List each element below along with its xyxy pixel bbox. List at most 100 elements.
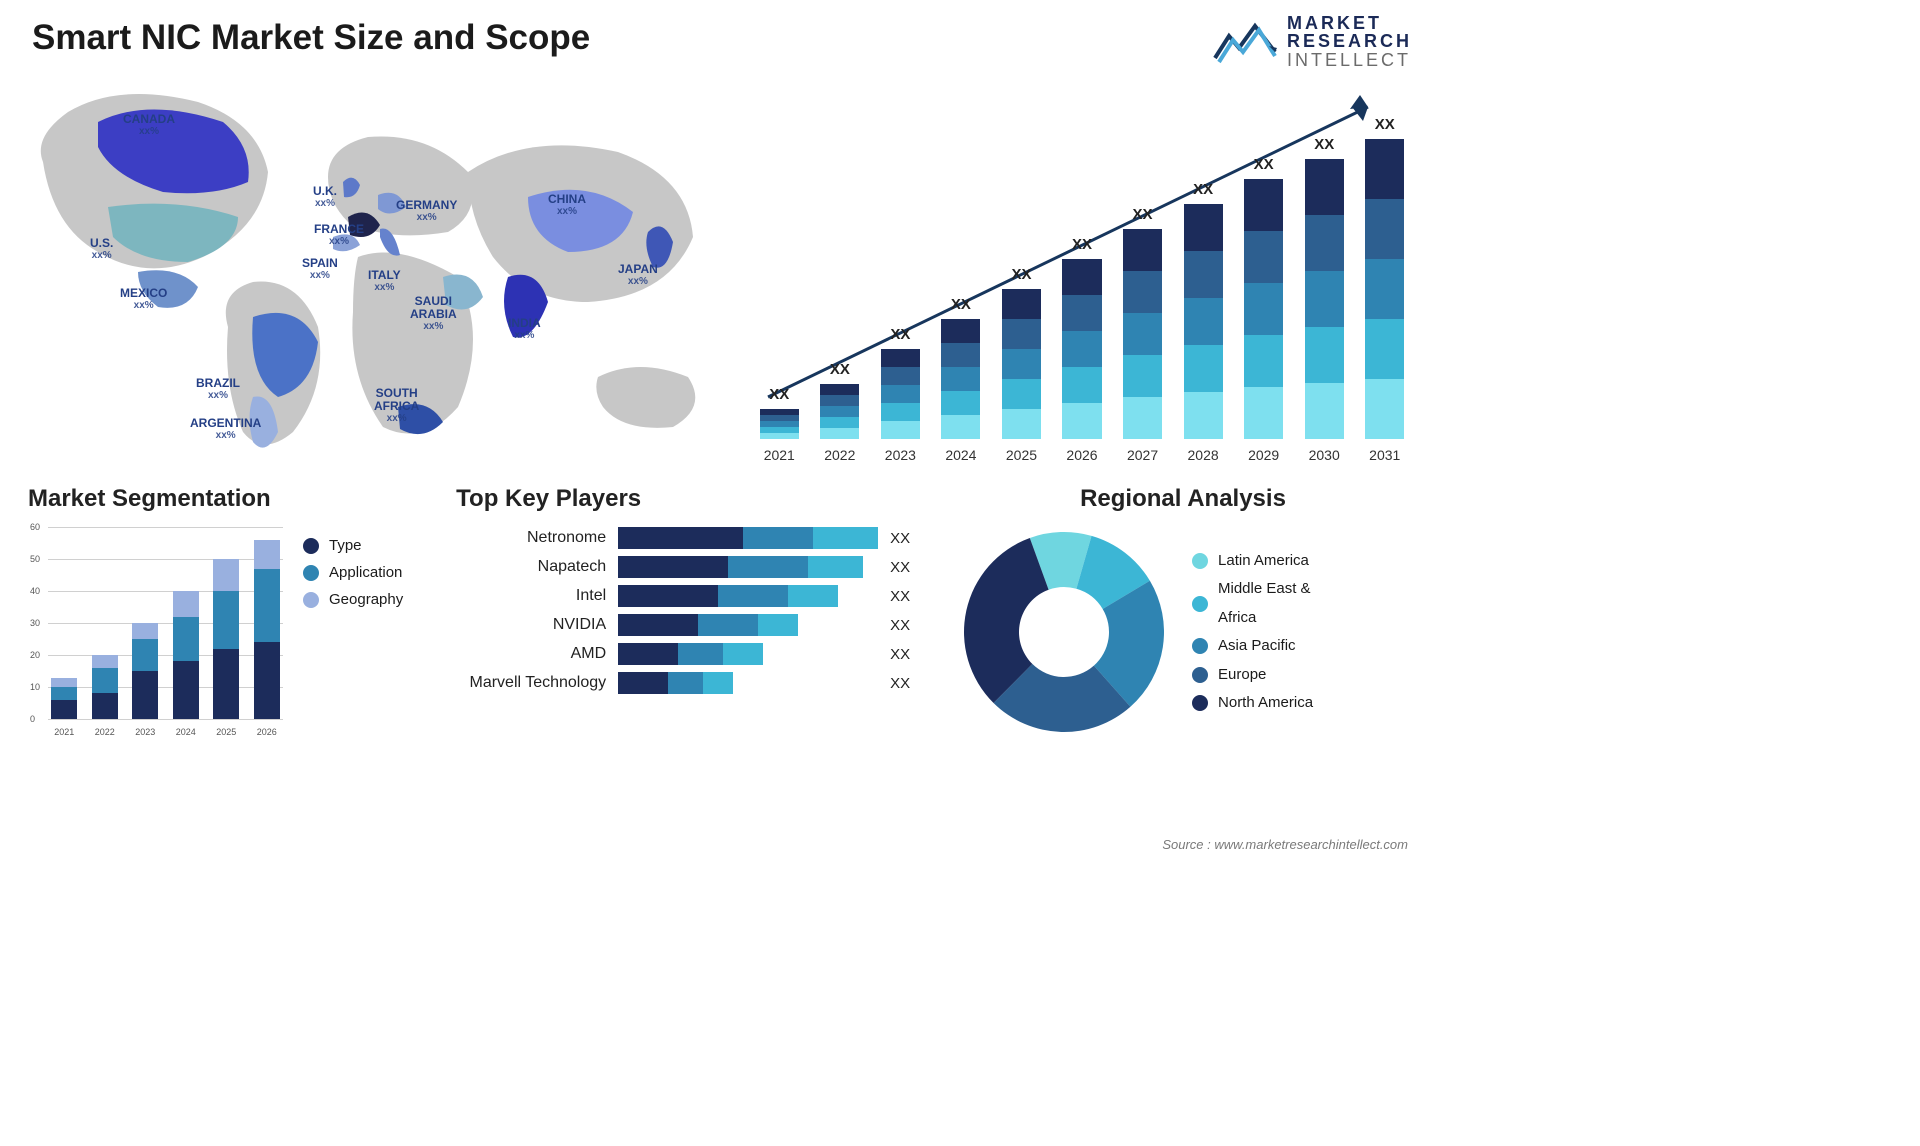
map-label-argentina: ARGENTINAxx%	[190, 417, 261, 441]
map-label-u-k-: U.K.xx%	[313, 185, 337, 209]
player-row: Napatech XX	[456, 556, 944, 578]
player-value: XX	[890, 588, 910, 605]
map-label-brazil: BRAZILxx%	[196, 377, 240, 401]
seg-ytick: 10	[30, 682, 40, 692]
seg-ytick: 0	[30, 714, 35, 724]
player-value: XX	[890, 530, 910, 547]
seg-year-label: 2021	[48, 727, 81, 737]
player-value: XX	[890, 675, 910, 692]
map-label-france: FRANCExx%	[314, 223, 364, 247]
forecast-year-label: 2024	[938, 447, 985, 463]
forecast-bar-value: XX	[1119, 206, 1166, 223]
seg-year-label: 2022	[89, 727, 122, 737]
player-name: AMD	[456, 645, 606, 663]
legend-swatch-icon	[303, 565, 319, 581]
legend-swatch-icon	[1192, 553, 1208, 569]
forecast-year-label: 2025	[998, 447, 1045, 463]
regional-legend-item: Latin America	[1192, 547, 1313, 576]
player-bar	[618, 614, 878, 636]
map-label-saudi-arabia: SAUDIARABIAxx%	[410, 295, 457, 332]
map-label-u-s-: U.S.xx%	[90, 237, 113, 261]
forecast-bar-value: XX	[817, 361, 864, 378]
player-name: Intel	[456, 587, 606, 605]
forecast-bar-value: XX	[1180, 181, 1227, 198]
forecast-year-label: 2022	[817, 447, 864, 463]
player-bar	[618, 643, 878, 665]
map-label-japan: JAPANxx%	[618, 263, 658, 287]
forecast-bar-value: XX	[938, 296, 985, 313]
forecast-bar-value: XX	[1301, 136, 1348, 153]
forecast-year-label: 2029	[1240, 447, 1287, 463]
map-label-canada: CANADAxx%	[123, 113, 175, 137]
logo-text-1: MARKET	[1287, 14, 1412, 32]
segmentation-title: Market Segmentation	[28, 485, 446, 513]
map-label-mexico: MEXICOxx%	[120, 287, 167, 311]
segmentation-legend: Type Application Geography	[303, 527, 403, 737]
map-label-germany: GERMANYxx%	[396, 199, 457, 223]
page-title: Smart NIC Market Size and Scope	[28, 6, 590, 58]
brand-logo: MARKET RESEARCH INTELLECT	[1213, 6, 1412, 69]
forecast-bar-value: XX	[998, 266, 1045, 283]
regional-legend-item: North America	[1192, 689, 1313, 718]
regional-legend-item: Asia Pacific	[1192, 632, 1313, 661]
player-row: AMD XX	[456, 643, 944, 665]
regional-panel: Regional Analysis Latin AmericaMiddle Ea…	[954, 485, 1412, 737]
segmentation-chart: 202120222023202420252026 0102030405060	[28, 527, 283, 737]
map-label-italy: ITALYxx%	[368, 269, 401, 293]
player-row: Intel XX	[456, 585, 944, 607]
forecast-year-label: 2021	[756, 447, 803, 463]
seg-ytick: 30	[30, 618, 40, 628]
map-label-south-africa: SOUTHAFRICAxx%	[374, 387, 419, 424]
legend-swatch-icon	[1192, 596, 1208, 612]
player-name: Marvell Technology	[456, 674, 606, 692]
main-forecast-chart: XXXXXXXXXXXXXXXXXXXXXX 20212022202320242…	[748, 77, 1408, 467]
player-value: XX	[890, 646, 910, 663]
seg-ytick: 40	[30, 586, 40, 596]
forecast-year-label: 2028	[1180, 447, 1227, 463]
player-bar	[618, 585, 878, 607]
forecast-year-label: 2023	[877, 447, 924, 463]
player-bar	[618, 527, 878, 549]
seg-ytick: 60	[30, 522, 40, 532]
seg-ytick: 20	[30, 650, 40, 660]
player-bar	[618, 672, 878, 694]
logo-mark-icon	[1213, 18, 1277, 66]
player-name: Netronome	[456, 529, 606, 547]
legend-swatch-icon	[1192, 695, 1208, 711]
seg-legend-item: Application	[303, 564, 403, 581]
regional-legend-item: Europe	[1192, 661, 1313, 690]
player-name: Napatech	[456, 558, 606, 576]
seg-legend-item: Geography	[303, 591, 403, 608]
legend-swatch-icon	[303, 538, 319, 554]
forecast-year-label: 2031	[1361, 447, 1408, 463]
player-value: XX	[890, 559, 910, 576]
seg-year-label: 2023	[129, 727, 162, 737]
players-title: Top Key Players	[456, 485, 944, 513]
regional-legend: Latin AmericaMiddle East &AfricaAsia Pac…	[1192, 547, 1313, 718]
forecast-year-label: 2030	[1301, 447, 1348, 463]
logo-text-2: RESEARCH	[1287, 32, 1412, 50]
seg-year-label: 2026	[251, 727, 284, 737]
world-map: CANADAxx% U.S.xx% MEXICOxx% BRAZILxx% ARGENT…	[28, 77, 728, 467]
legend-swatch-icon	[1192, 667, 1208, 683]
player-row: Marvell Technology XX	[456, 672, 944, 694]
seg-ytick: 50	[30, 554, 40, 564]
map-label-spain: SPAINxx%	[302, 257, 338, 281]
forecast-year-label: 2026	[1059, 447, 1106, 463]
seg-year-label: 2024	[170, 727, 203, 737]
seg-year-label: 2025	[210, 727, 243, 737]
map-label-china: CHINAxx%	[548, 193, 586, 217]
legend-swatch-icon	[303, 592, 319, 608]
player-row: NVIDIAXX	[456, 614, 944, 636]
regional-donut-chart	[954, 527, 1174, 737]
forecast-bar-value: XX	[1240, 156, 1287, 173]
player-bar	[618, 556, 878, 578]
seg-legend-item: Type	[303, 537, 403, 554]
source-footer: Source : www.marketresearchintellect.com	[1162, 837, 1408, 852]
map-label-india: INDIAxx%	[508, 317, 541, 341]
forecast-bar-value: XX	[877, 326, 924, 343]
legend-swatch-icon	[1192, 638, 1208, 654]
player-value: XX	[890, 617, 910, 634]
forecast-bar-value: XX	[1059, 236, 1106, 253]
forecast-bar-value: XX	[756, 386, 803, 403]
